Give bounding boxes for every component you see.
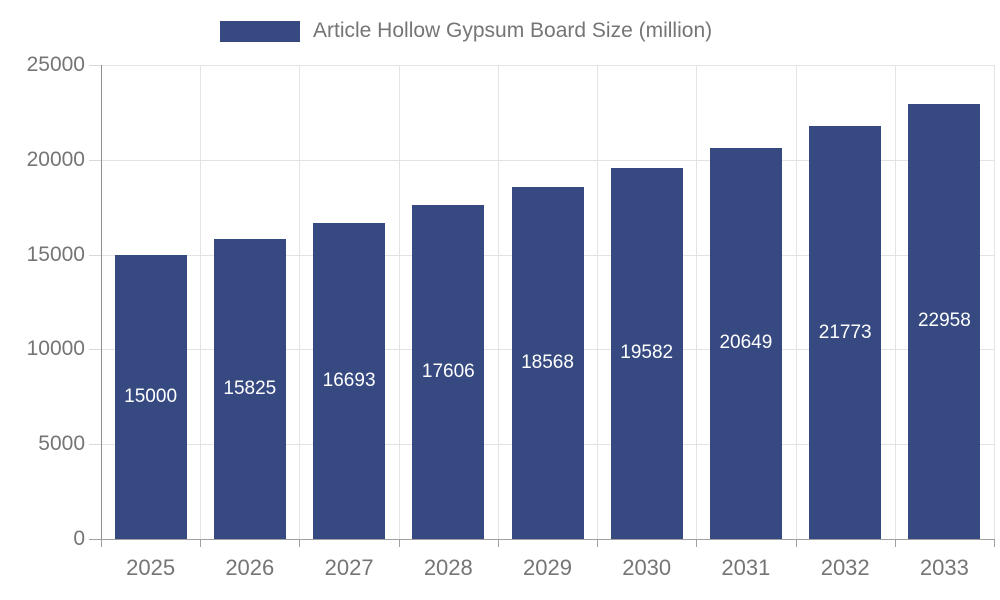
bar-value-label: 20649 <box>719 332 773 354</box>
bar-value-label: 17606 <box>421 361 475 383</box>
bar-value-label: 15000 <box>124 385 178 407</box>
y-axis-tick <box>89 65 101 66</box>
y-axis-tick-label: 15000 <box>26 242 85 266</box>
x-axis-tick <box>101 539 102 547</box>
x-axis-category-label: 2031 <box>721 555 771 580</box>
gridline-horizontal <box>101 65 994 66</box>
x-axis-tick <box>795 539 797 547</box>
y-axis-tick-label: 20000 <box>26 147 85 171</box>
gridline-vertical <box>597 65 599 539</box>
bar-2028: 17606 <box>412 205 485 539</box>
bar-value-label: 15825 <box>223 378 277 399</box>
bar-value-label: 16693 <box>322 369 376 391</box>
y-axis-tick-label: 0 <box>73 527 85 550</box>
bar-2032: 21773 <box>809 126 882 539</box>
bar-2031: 20649 <box>709 147 782 539</box>
x-axis-tick <box>398 539 400 547</box>
x-axis-category-label: 2027 <box>324 555 374 580</box>
gridline-vertical <box>497 65 499 539</box>
gridline-vertical <box>994 65 995 539</box>
bar-2027: 16693 <box>313 222 386 539</box>
x-axis-category-label: 2026 <box>225 555 275 580</box>
bar-value-label: 19582 <box>620 342 674 364</box>
legend-item[interactable]: Article Hollow Gypsum Board Size (millio… <box>220 19 712 43</box>
x-axis-tick <box>497 539 499 547</box>
gridline-vertical <box>795 65 797 539</box>
x-axis-category-label: 2029 <box>523 555 572 580</box>
gridline-horizontal <box>101 159 994 161</box>
x-axis-tick <box>299 539 301 547</box>
y-axis-tick <box>89 444 101 446</box>
legend-swatch-icon <box>220 20 300 42</box>
gridline-vertical <box>398 65 400 539</box>
x-axis-category-label: 2025 <box>126 555 176 580</box>
y-axis-tick <box>89 349 101 351</box>
bar-2025: 15000 <box>114 254 187 539</box>
x-axis-tick <box>597 539 599 547</box>
y-axis-tick <box>89 159 101 161</box>
legend-label: Article Hollow Gypsum Board Size (millio… <box>313 19 713 42</box>
y-axis-tick-label: 10000 <box>26 337 85 361</box>
bar-2026: 15825 <box>213 239 286 539</box>
x-axis-tick <box>994 539 995 547</box>
bar-value-label: 18568 <box>521 352 574 373</box>
x-axis-line <box>89 539 994 540</box>
y-axis-line <box>101 65 102 539</box>
gridline-vertical <box>894 65 896 539</box>
x-axis-tick <box>696 539 698 547</box>
x-axis-category-label: 2028 <box>423 555 473 580</box>
x-axis-category-label: 2030 <box>622 555 672 580</box>
gridline-vertical <box>299 65 301 539</box>
bar-value-label: 21773 <box>818 321 872 343</box>
x-axis-tick <box>894 539 896 547</box>
bar-2033: 22958 <box>908 103 981 539</box>
bar-2030: 19582 <box>610 167 683 539</box>
y-axis-tick-label: 5000 <box>38 432 85 456</box>
x-axis-category-label: 2032 <box>820 555 870 580</box>
y-axis-tick-label: 25000 <box>26 53 85 76</box>
x-axis-category-label: 2033 <box>919 555 969 580</box>
y-axis-tick <box>89 254 101 256</box>
bar-2029: 18568 <box>511 187 584 539</box>
gridline-vertical <box>200 65 202 539</box>
bar-value-label: 22958 <box>917 310 971 332</box>
gridline-vertical <box>696 65 698 539</box>
x-axis-tick <box>200 539 202 547</box>
